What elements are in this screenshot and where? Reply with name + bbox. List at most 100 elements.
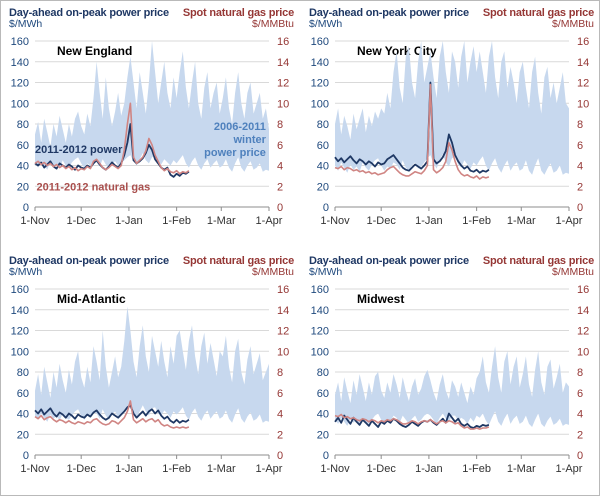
left-axis-tick-label: 140: [311, 305, 329, 317]
left-axis-tick-label: 80: [317, 119, 329, 131]
x-axis-tick-label: 1-Jan: [115, 463, 143, 475]
left-axis-unit: $/MWh: [9, 266, 43, 278]
gas-price-line: [334, 413, 490, 430]
series-annotation: 2011-2012 power: [35, 144, 123, 156]
right-axis-tick-label: 4: [277, 161, 283, 173]
left-axis-tick-label: 60: [17, 388, 29, 400]
chart-header: Day-ahead on-peak power price Spot natur…: [1, 1, 301, 19]
x-axis-tick-label: 1-Apr: [256, 463, 283, 475]
x-axis-tick-label: 1-Jan: [415, 463, 443, 475]
price-chart-mid-atlantic: 0 0 20 2 40 4 60 6 80 8 100 10 120 12 140 14 160 16 1-Nov 1…: [11, 284, 290, 475]
left-axis-tick-label: 160: [311, 284, 329, 296]
right-axis-tick-label: 0: [577, 450, 583, 462]
left-axis-tick-label: 60: [317, 140, 329, 152]
x-axis-tick-label: 1-Mar: [507, 215, 536, 227]
left-axis-tick-label: 160: [311, 36, 329, 48]
gas-price-title: Spot natural gas price: [182, 7, 294, 19]
gas-price-line: [34, 102, 190, 175]
region-label: New England: [57, 44, 133, 58]
x-axis-tick-label: 1-Apr: [256, 215, 283, 227]
region-label: Midwest: [357, 292, 405, 306]
left-axis-tick-label: 80: [317, 367, 329, 379]
series-annotation: winter: [233, 134, 267, 146]
power-price-line: [334, 412, 490, 429]
chart-header: Day-ahead on-peak power price Spot natur…: [301, 249, 599, 267]
left-axis-tick-label: 40: [317, 409, 329, 421]
chart-panel-mid-atlantic: Day-ahead on-peak power price Spot natur…: [1, 249, 301, 495]
winter-price-range-band: [335, 41, 569, 175]
right-axis-tick-label: 4: [277, 409, 283, 421]
right-axis-tick-label: 16: [277, 36, 289, 48]
axis-units-row: $/MWh $/MMBtu: [1, 266, 301, 278]
left-axis-tick-label: 0: [23, 450, 29, 462]
right-axis-tick-label: 14: [277, 305, 289, 317]
region-label: Mid-Atlantic: [57, 292, 126, 306]
left-axis-tick-label: 120: [311, 78, 329, 90]
right-axis-tick-label: 12: [577, 78, 589, 90]
right-axis-tick-label: 8: [277, 119, 283, 131]
left-axis-unit: $/MWh: [309, 266, 343, 278]
right-axis-tick-label: 12: [277, 78, 289, 90]
right-axis-tick-label: 16: [277, 284, 289, 296]
power-price-title: Day-ahead on-peak power price: [9, 7, 169, 19]
left-axis-tick-label: 140: [11, 305, 29, 317]
left-axis-tick-label: 120: [11, 326, 29, 338]
right-axis-tick-label: 16: [577, 284, 589, 296]
left-axis-tick-label: 80: [17, 119, 29, 131]
price-chart-new-england: 0 0 20 2 40 4 60 6 80 8 100 10 120 12 140 14 160 16 1-Nov 1…: [11, 36, 290, 227]
right-axis-unit: $/MMBtu: [551, 266, 594, 278]
right-axis-tick-label: 4: [577, 161, 583, 173]
x-axis-tick-label: 1-Apr: [556, 215, 583, 227]
x-axis-tick-label: 1-Dec: [367, 463, 397, 475]
axis-units-row: $/MWh $/MMBtu: [301, 18, 599, 30]
winter-price-range-band: [35, 41, 269, 172]
chart-header: Day-ahead on-peak power price Spot natur…: [301, 1, 599, 19]
left-axis-tick-label: 60: [17, 140, 29, 152]
right-axis-tick-label: 8: [577, 367, 583, 379]
left-axis-unit: $/MWh: [9, 18, 43, 30]
power-price-line: [334, 81, 490, 174]
left-axis-tick-label: 100: [11, 346, 29, 358]
axis-units-row: $/MWh $/MMBtu: [301, 266, 599, 278]
left-axis-tick-label: 40: [17, 161, 29, 173]
left-axis-tick-label: 120: [11, 78, 29, 90]
series-annotation: power price: [204, 147, 266, 159]
right-axis-unit: $/MMBtu: [551, 18, 594, 30]
left-axis-tick-label: 100: [11, 98, 29, 110]
right-axis-tick-label: 4: [577, 409, 583, 421]
right-axis-unit: $/MMBtu: [251, 266, 294, 278]
left-axis-tick-label: 20: [317, 181, 329, 193]
right-axis-tick-label: 2: [277, 181, 283, 193]
left-axis-tick-label: 160: [11, 284, 29, 296]
left-axis-tick-label: 20: [17, 181, 29, 193]
power-price-title: Day-ahead on-peak power price: [309, 7, 469, 19]
left-axis-tick-label: 20: [17, 429, 29, 441]
left-axis-tick-label: 140: [311, 57, 329, 69]
gas-price-line: [34, 400, 190, 429]
right-axis-tick-label: 2: [277, 429, 283, 441]
series-annotation: 2006-2011: [214, 121, 266, 133]
x-axis-tick-label: 1-Feb: [162, 215, 191, 227]
right-axis-tick-label: 2: [577, 181, 583, 193]
gas-price-line: [334, 83, 490, 180]
right-axis-tick-label: 12: [577, 326, 589, 338]
left-axis-tick-label: 80: [17, 367, 29, 379]
x-axis-tick-label: 1-Mar: [207, 463, 236, 475]
x-axis-tick-label: 1-Feb: [162, 463, 191, 475]
left-axis-tick-label: 0: [23, 202, 29, 214]
x-axis-tick-label: 1-Apr: [556, 463, 583, 475]
right-axis-tick-label: 10: [577, 98, 589, 110]
power-price-title: Day-ahead on-peak power price: [9, 255, 169, 267]
x-axis-tick-label: 1-Dec: [367, 215, 397, 227]
chart-panel-midwest: Day-ahead on-peak power price Spot natur…: [301, 249, 599, 495]
right-axis-tick-label: 8: [277, 367, 283, 379]
x-axis-tick-label: 1-Dec: [67, 215, 97, 227]
gas-price-title: Spot natural gas price: [482, 255, 594, 267]
left-axis-tick-label: 140: [11, 57, 29, 69]
right-axis-tick-label: 0: [577, 202, 583, 214]
right-axis-tick-label: 0: [277, 450, 283, 462]
left-axis-tick-label: 60: [317, 388, 329, 400]
left-axis-tick-label: 40: [17, 409, 29, 421]
x-axis-tick-label: 1-Nov: [320, 215, 350, 227]
region-label: New York City: [357, 44, 437, 58]
